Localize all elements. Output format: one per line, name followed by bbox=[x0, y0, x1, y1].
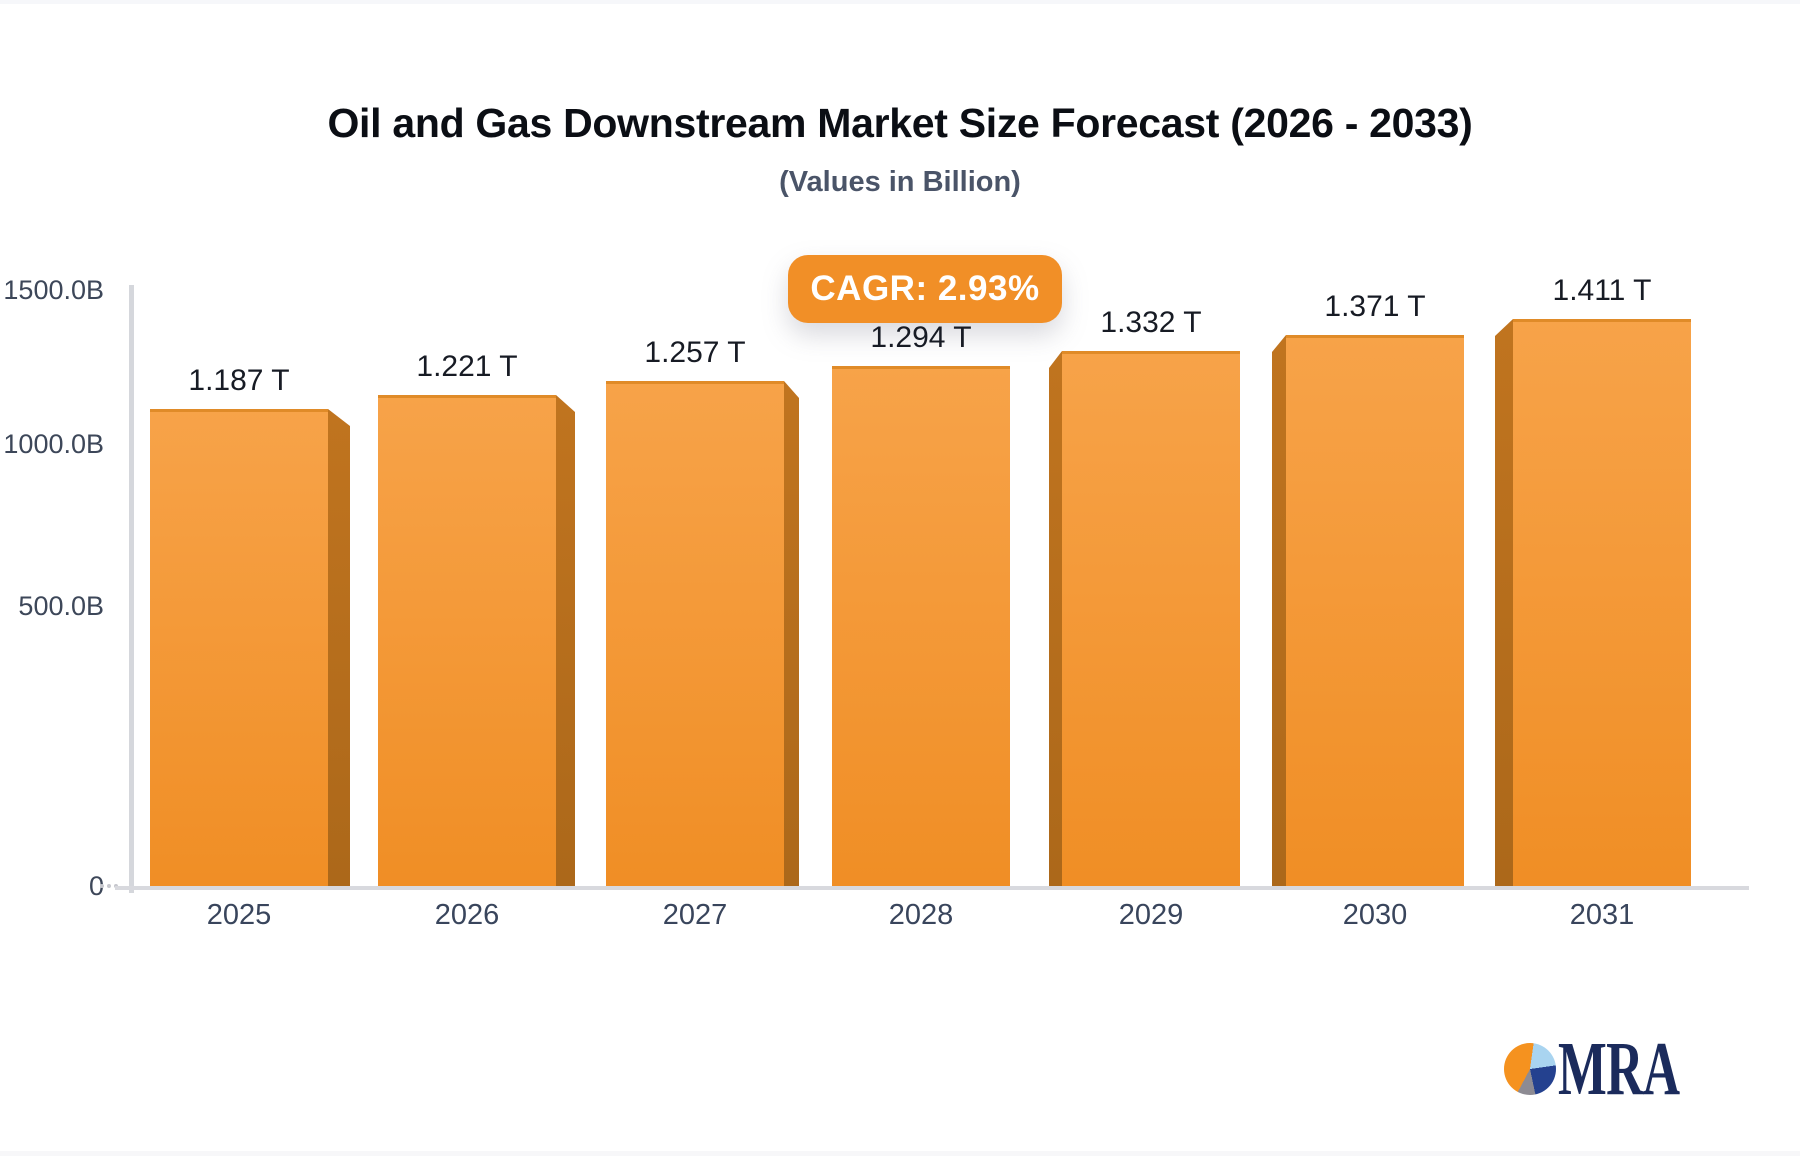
bar-top-edge bbox=[1062, 351, 1240, 354]
bar-2028 bbox=[832, 366, 1010, 886]
y-axis-tick-500: 500.0B bbox=[18, 591, 104, 621]
bar-value-label-2025: 1.187 T bbox=[188, 364, 290, 397]
chart-title: Oil and Gas Downstream Market Size Forec… bbox=[327, 100, 1473, 146]
bar-side-face bbox=[1272, 335, 1286, 886]
x-axis-label-2027: 2027 bbox=[662, 899, 728, 931]
x-axis-label-2030: 2030 bbox=[1342, 899, 1408, 931]
bar-side-face bbox=[1495, 319, 1513, 886]
bar-2025 bbox=[150, 409, 350, 886]
bar-top-edge bbox=[832, 366, 1010, 369]
y-axis-line bbox=[129, 285, 134, 893]
bar-2026 bbox=[378, 395, 575, 886]
bar-value-label-2028: 1.294 T bbox=[870, 321, 972, 354]
x-axis-baseline bbox=[115, 886, 1749, 890]
bar-value-label-2027: 1.257 T bbox=[644, 336, 746, 369]
y-axis-tick-1000: 1000.0B bbox=[3, 429, 104, 459]
bar-2027 bbox=[606, 381, 799, 886]
bar-2031 bbox=[1495, 319, 1691, 886]
bar-value-label-2029: 1.332 T bbox=[1100, 306, 1202, 339]
bar-side-face bbox=[784, 381, 799, 886]
bar-front-face bbox=[378, 395, 556, 886]
bar-front-face bbox=[606, 381, 784, 886]
x-axis-label-2029: 2029 bbox=[1118, 899, 1184, 931]
mra-logo: MRA bbox=[1504, 1027, 1737, 1111]
bar-2030 bbox=[1272, 335, 1464, 886]
chart-subtitle: (Values in Billion) bbox=[779, 166, 1021, 198]
y-axis-tick-1500: 1500.0B bbox=[3, 275, 104, 305]
bar-2029 bbox=[1049, 351, 1240, 886]
cagr-badge: CAGR: 2.93% bbox=[788, 255, 1062, 323]
zero-tick-dash bbox=[100, 884, 118, 888]
x-axis-label-2031: 2031 bbox=[1569, 899, 1635, 931]
bar-top-edge bbox=[1286, 335, 1464, 338]
bar-front-face bbox=[1062, 351, 1240, 886]
top-hairline bbox=[0, 0, 1800, 4]
bar-side-face bbox=[328, 409, 350, 886]
x-axis-label-2028: 2028 bbox=[888, 899, 954, 931]
bar-value-label-2031: 1.411 T bbox=[1552, 274, 1652, 307]
bar-front-face bbox=[832, 366, 1010, 886]
bar-front-face bbox=[1286, 335, 1464, 886]
x-axis-label-2025: 2025 bbox=[206, 899, 272, 931]
bar-front-face bbox=[1513, 319, 1691, 886]
mra-logo-text: MRA bbox=[1558, 1027, 1680, 1111]
x-axis-label-2026: 2026 bbox=[434, 899, 500, 931]
bar-top-edge bbox=[1513, 319, 1691, 322]
y-axis-tick-0: 0 bbox=[88, 871, 104, 901]
pie-chart-icon bbox=[1504, 1043, 1556, 1095]
bar-side-face bbox=[556, 395, 575, 886]
bar-value-label-2026: 1.221 T bbox=[416, 350, 518, 383]
bar-top-edge bbox=[606, 381, 784, 384]
bar-side-face bbox=[1049, 351, 1062, 886]
bar-top-edge bbox=[378, 395, 556, 398]
bar-value-label-2030: 1.371 T bbox=[1324, 290, 1426, 323]
bar-top-edge bbox=[150, 409, 328, 412]
bottom-hairline bbox=[0, 1151, 1800, 1156]
bar-front-face bbox=[150, 409, 328, 886]
